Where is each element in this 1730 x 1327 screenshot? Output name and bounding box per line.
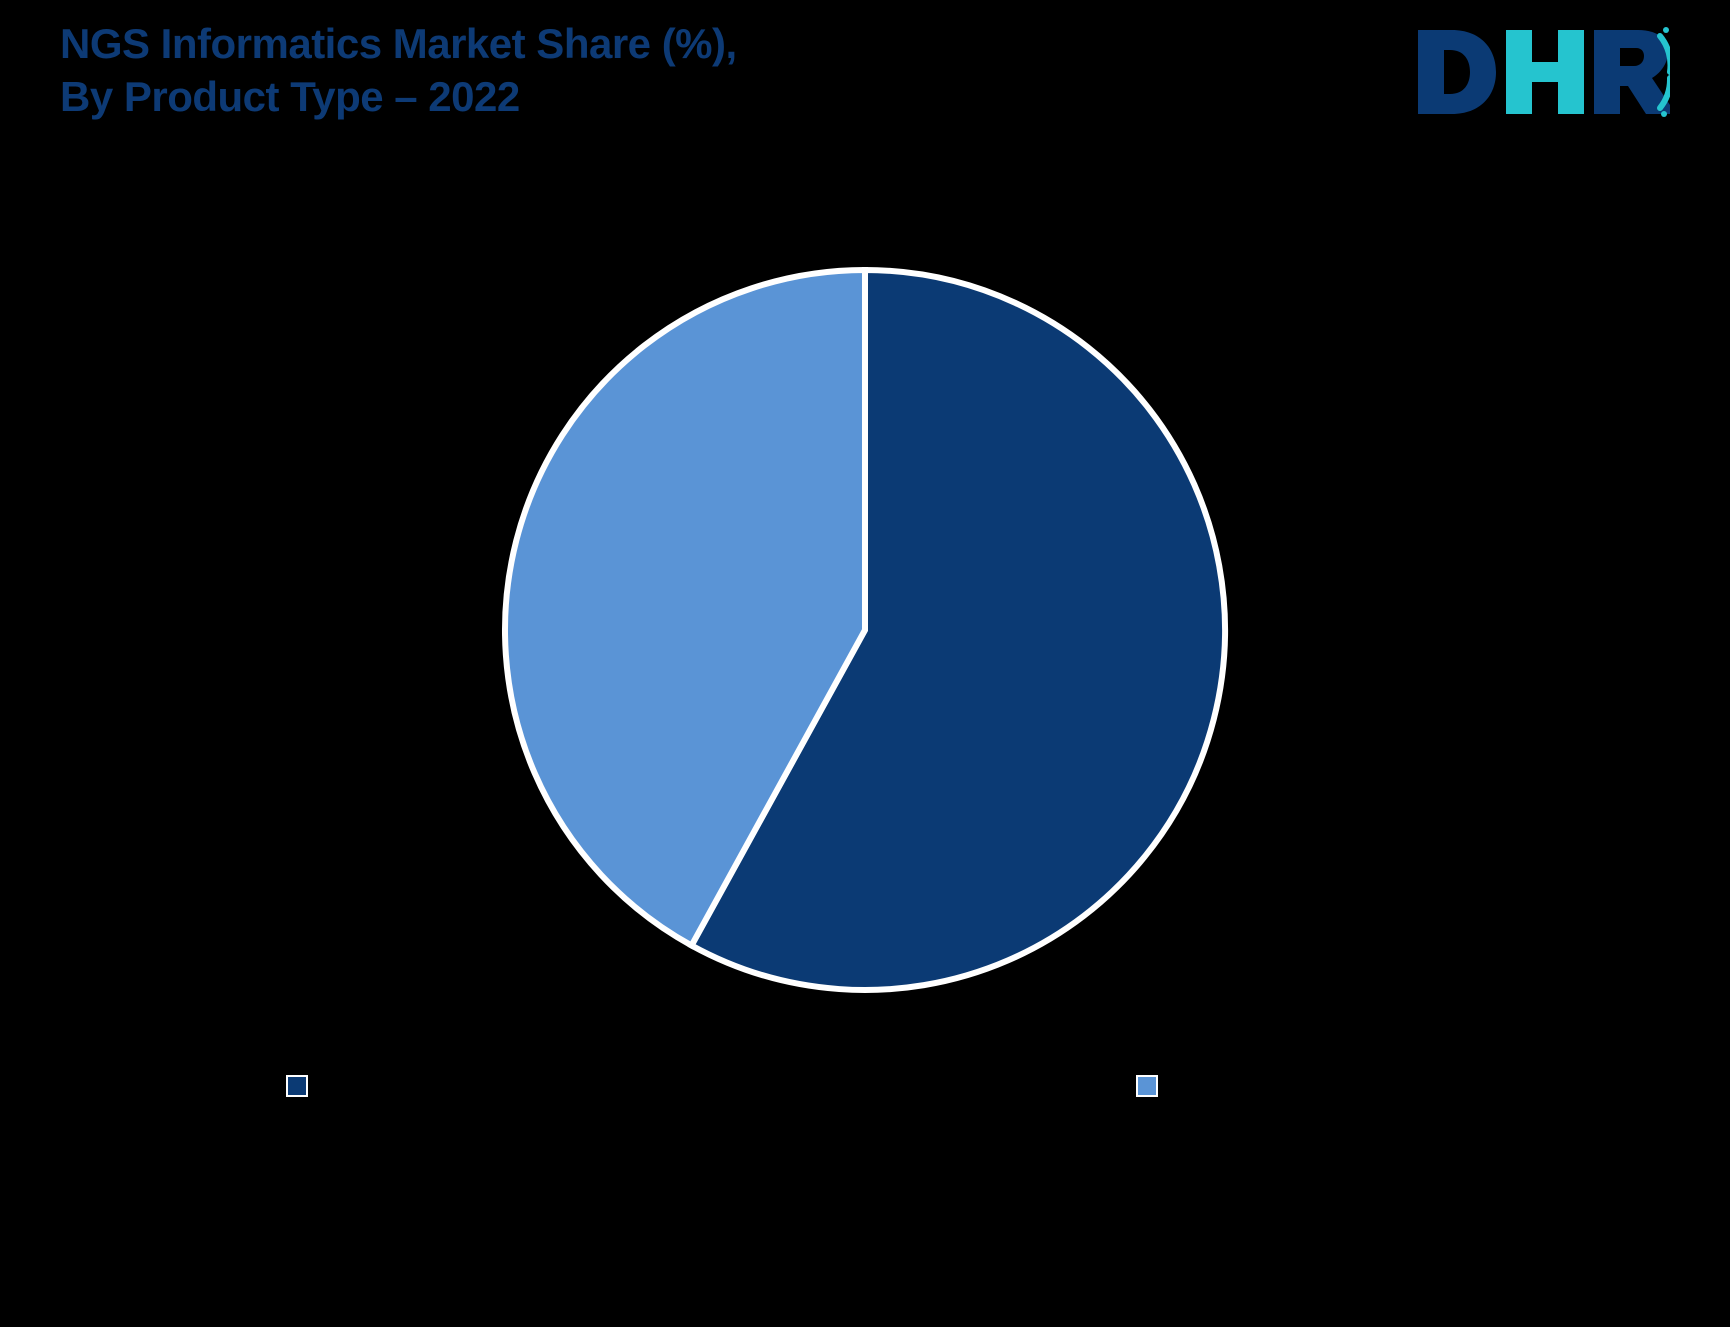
pie-svg xyxy=(495,260,1235,1000)
legend: Data Analysis Storage & Computing xyxy=(0,1070,1730,1102)
legend-swatch-storage-computing xyxy=(1136,1075,1158,1097)
legend-item-data-analysis: Data Analysis xyxy=(286,1070,496,1102)
chart-title-line1: NGS Informatics Market Share (%), xyxy=(60,18,737,71)
pie-chart xyxy=(0,260,1730,1000)
legend-label-storage-computing: Storage & Computing xyxy=(1176,1070,1444,1102)
legend-label-data-analysis: Data Analysis xyxy=(326,1070,496,1102)
chart-title-line2: By Product Type – 2022 xyxy=(60,71,737,124)
logo-d-letter xyxy=(1418,30,1496,114)
legend-swatch-data-analysis xyxy=(286,1075,308,1097)
dhr-logo xyxy=(1410,18,1670,133)
legend-item-storage-computing: Storage & Computing xyxy=(1136,1070,1444,1102)
chart-title: NGS Informatics Market Share (%), By Pro… xyxy=(60,18,737,123)
logo-r-letter xyxy=(1594,30,1670,114)
logo-h-letter xyxy=(1506,30,1584,114)
